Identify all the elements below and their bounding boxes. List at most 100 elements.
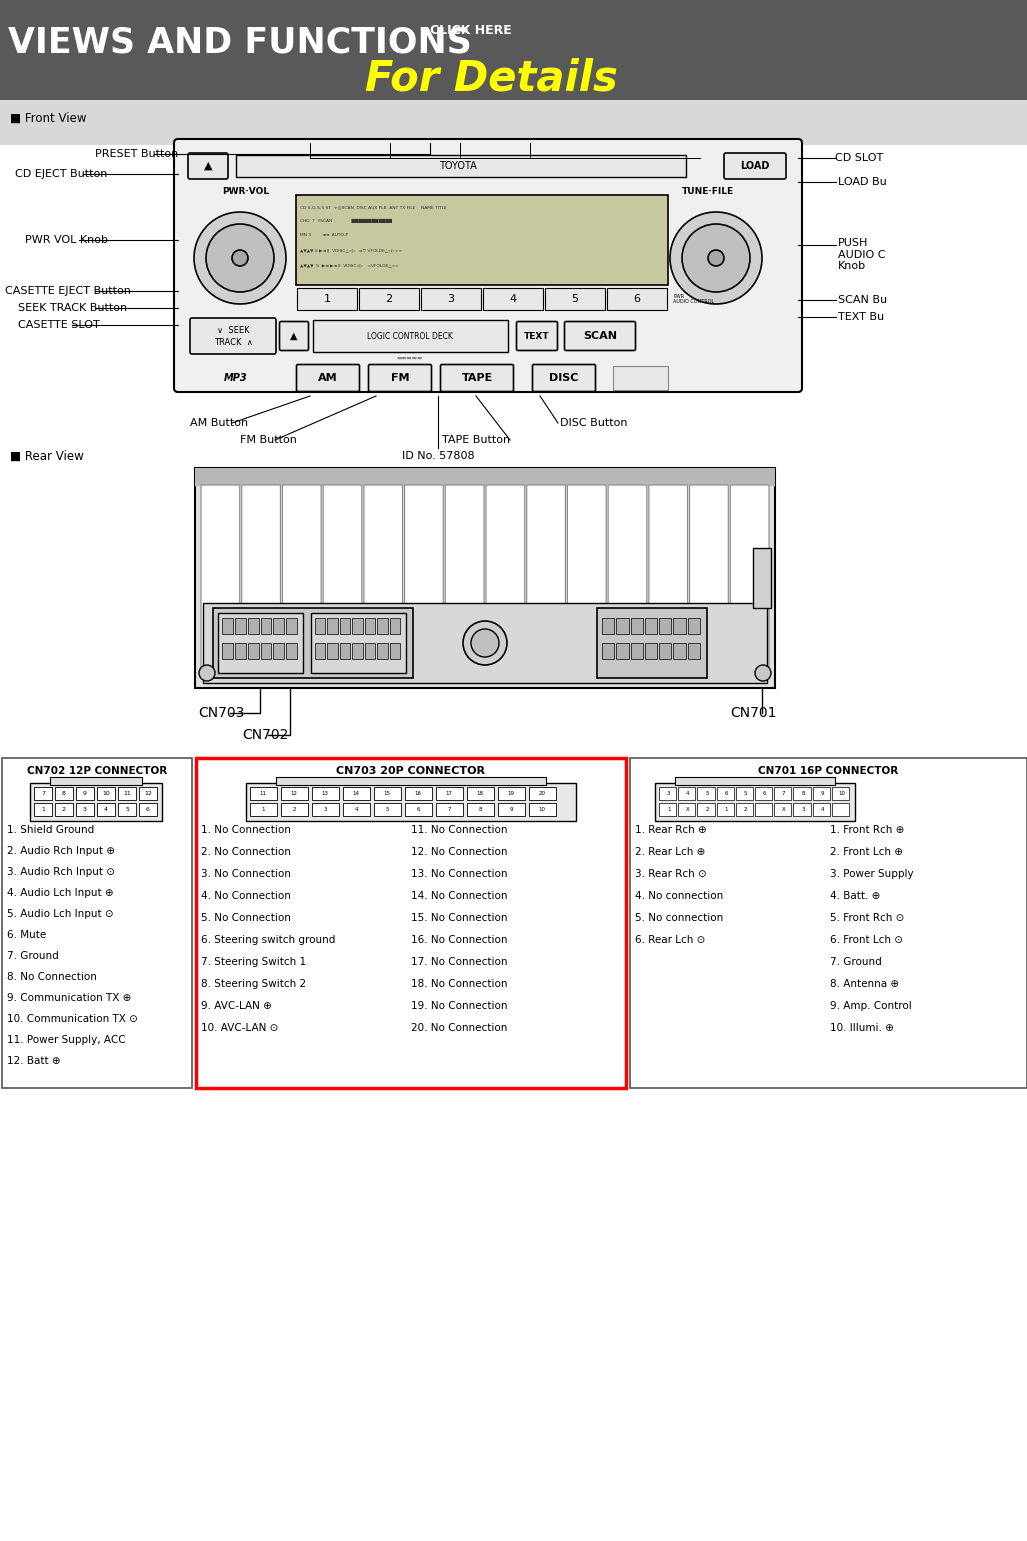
Text: ▲▼▲▼  S  ▶◄ ▶◄ II  VDISC◁▷   <VFOLDE△>>: ▲▼▲▼ S ▶◄ ▶◄ II VDISC◁▷ <VFOLDE△>> <box>300 264 398 267</box>
Text: X: X <box>782 806 786 812</box>
Bar <box>498 787 525 800</box>
Bar <box>630 758 1027 1088</box>
Text: CN702: CN702 <box>242 727 289 743</box>
Text: MN 3        ◄◄  AUTO-P: MN 3 ◄◄ AUTO-P <box>300 233 348 237</box>
Text: 6. Rear Lch ⊙: 6. Rear Lch ⊙ <box>635 935 706 945</box>
Bar <box>659 787 676 800</box>
Bar <box>631 618 643 633</box>
Text: 5. Audio Lch Input ⊙: 5. Audio Lch Input ⊙ <box>7 909 114 918</box>
Bar <box>498 803 525 817</box>
Bar <box>436 803 463 817</box>
FancyBboxPatch shape <box>565 322 636 350</box>
Text: LOAD Bu: LOAD Bu <box>838 177 886 186</box>
FancyBboxPatch shape <box>568 485 606 667</box>
Bar <box>296 196 668 285</box>
Bar <box>467 803 494 817</box>
Text: 5: 5 <box>571 294 578 304</box>
Bar <box>832 787 849 800</box>
Text: ■ Front View: ■ Front View <box>10 111 86 125</box>
Text: 2. Audio Rch Input ⊕: 2. Audio Rch Input ⊕ <box>7 846 115 855</box>
Text: For Details: For Details <box>365 57 618 99</box>
Text: CHD  T  YSCAN              ████████████: CHD T YSCAN ████████████ <box>300 219 392 223</box>
Bar <box>389 643 400 660</box>
Bar <box>659 618 672 633</box>
Bar <box>774 803 792 817</box>
Bar <box>688 618 700 633</box>
Bar <box>328 643 338 660</box>
Text: 20: 20 <box>538 791 545 795</box>
FancyBboxPatch shape <box>527 485 566 667</box>
Bar <box>343 803 370 817</box>
FancyBboxPatch shape <box>441 365 514 391</box>
Circle shape <box>232 250 248 267</box>
Bar <box>76 803 94 817</box>
Text: 4. No connection: 4. No connection <box>635 891 723 901</box>
Bar <box>645 618 657 633</box>
Bar <box>377 643 387 660</box>
Bar <box>246 783 576 821</box>
Text: 6: 6 <box>763 791 766 795</box>
Text: CD S-G-S-S ST  +@SCAN  DISC AUX PLB  ANT TX FILE    NAME TITLE: CD S-G-S-S ST +@SCAN DISC AUX PLB ANT TX… <box>300 205 447 210</box>
FancyBboxPatch shape <box>297 365 359 391</box>
Bar <box>794 803 810 817</box>
Text: TAPE Button: TAPE Button <box>442 435 510 445</box>
Text: TEXT Bu: TEXT Bu <box>838 311 884 322</box>
FancyBboxPatch shape <box>689 485 728 667</box>
Bar <box>365 643 375 660</box>
Bar <box>389 618 400 633</box>
Bar <box>250 787 277 800</box>
Bar <box>832 803 849 817</box>
FancyBboxPatch shape <box>730 485 769 667</box>
FancyBboxPatch shape <box>533 365 596 391</box>
Bar <box>755 787 772 800</box>
Text: PWR VOL Knob: PWR VOL Knob <box>25 234 108 245</box>
Text: 2. Front Lch ⊕: 2. Front Lch ⊕ <box>830 848 903 857</box>
Bar <box>196 758 626 1088</box>
Bar <box>717 787 734 800</box>
Circle shape <box>755 666 771 681</box>
Bar <box>377 618 387 633</box>
Text: 5. No connection: 5. No connection <box>635 912 723 923</box>
Bar <box>613 367 668 390</box>
Text: 2: 2 <box>293 806 296 812</box>
Bar <box>273 643 284 660</box>
Bar <box>753 549 771 609</box>
Bar <box>697 787 715 800</box>
FancyBboxPatch shape <box>405 485 444 667</box>
Text: PUSH
AUDIO C
Knob: PUSH AUDIO C Knob <box>838 237 885 271</box>
Bar <box>436 787 463 800</box>
Text: 5: 5 <box>706 791 709 795</box>
Text: CN701: CN701 <box>730 706 776 720</box>
Text: 4. Batt. ⊕: 4. Batt. ⊕ <box>830 891 880 901</box>
Bar <box>97 803 115 817</box>
Text: 9. AVC-LAN ⊕: 9. AVC-LAN ⊕ <box>201 1002 272 1011</box>
Text: 17: 17 <box>446 791 453 795</box>
Bar <box>287 643 297 660</box>
Bar <box>2 758 192 1088</box>
Text: TOYOTA: TOYOTA <box>440 160 477 171</box>
Text: 3. Audio Rch Input ⊙: 3. Audio Rch Input ⊙ <box>7 868 115 877</box>
Text: 16: 16 <box>415 791 421 795</box>
Text: 2: 2 <box>706 806 709 812</box>
FancyBboxPatch shape <box>188 153 228 179</box>
Bar <box>287 618 297 633</box>
Bar <box>328 618 338 633</box>
Bar <box>359 288 419 310</box>
Bar <box>421 288 481 310</box>
Text: 11. No Connection: 11. No Connection <box>411 824 507 835</box>
Text: 2: 2 <box>62 806 66 812</box>
Text: X: X <box>686 806 690 812</box>
Text: TRACK  ∧: TRACK ∧ <box>214 337 253 347</box>
Text: 11: 11 <box>260 791 266 795</box>
Bar <box>616 618 629 633</box>
Text: 5: 5 <box>385 806 389 812</box>
Text: CASETTE EJECT Button: CASETTE EJECT Button <box>5 287 130 296</box>
Bar <box>659 643 672 660</box>
Bar <box>655 783 855 821</box>
Text: FM: FM <box>390 373 409 384</box>
Text: 14. No Connection: 14. No Connection <box>411 891 507 901</box>
Bar <box>755 803 772 817</box>
Text: ID No. 57808: ID No. 57808 <box>402 452 474 461</box>
Bar <box>281 787 308 800</box>
Bar <box>203 603 767 683</box>
